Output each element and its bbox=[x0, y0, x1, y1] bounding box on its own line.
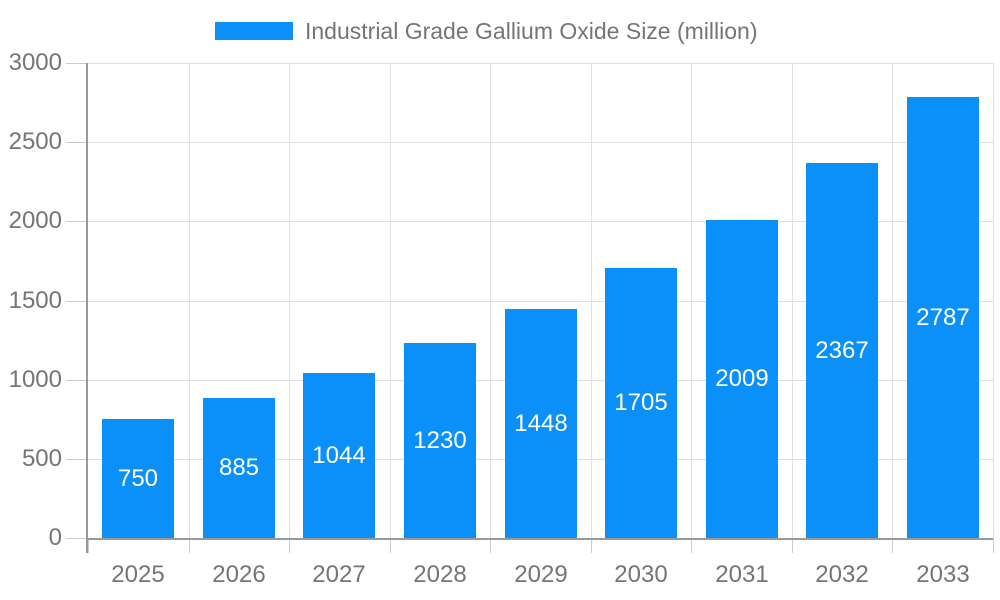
x-tick bbox=[792, 538, 793, 553]
legend: Industrial Grade Gallium Oxide Size (mil… bbox=[0, 0, 1000, 56]
y-tick-label: 1000 bbox=[8, 366, 62, 393]
v-gridline bbox=[189, 63, 190, 538]
bar-value-label: 1705 bbox=[614, 389, 668, 416]
x-tick bbox=[390, 538, 391, 553]
x-tick-label: 2031 bbox=[715, 561, 769, 588]
y-tick-label: 500 bbox=[21, 445, 62, 472]
bar-value-label: 2009 bbox=[715, 365, 769, 392]
y-tick bbox=[66, 142, 88, 143]
x-tick-label: 2033 bbox=[916, 561, 970, 588]
x-tick-label: 2026 bbox=[212, 561, 266, 588]
legend-label[interactable]: Industrial Grade Gallium Oxide Size (mil… bbox=[305, 18, 758, 44]
v-gridline bbox=[289, 63, 290, 538]
y-tick bbox=[66, 221, 88, 222]
x-tick bbox=[892, 538, 893, 553]
v-gridline bbox=[490, 63, 491, 538]
v-gridline bbox=[792, 63, 793, 538]
y-tick-label: 2500 bbox=[8, 128, 62, 155]
x-tick-label: 2027 bbox=[312, 561, 366, 588]
y-tick bbox=[66, 301, 88, 302]
bar[interactable]: 2009 bbox=[706, 220, 778, 538]
bar[interactable]: 2367 bbox=[806, 163, 878, 538]
h-gridline bbox=[88, 63, 993, 64]
y-tick bbox=[66, 380, 88, 381]
h-gridline bbox=[88, 301, 993, 302]
y-tick-label: 3000 bbox=[8, 49, 62, 76]
x-tick-label: 2028 bbox=[413, 561, 467, 588]
v-gridline bbox=[390, 63, 391, 538]
x-tick bbox=[88, 538, 89, 553]
y-tick bbox=[66, 459, 88, 460]
x-tick bbox=[189, 538, 190, 553]
bar[interactable]: 2787 bbox=[907, 97, 979, 538]
x-tick-label: 2030 bbox=[614, 561, 668, 588]
h-gridline bbox=[88, 142, 993, 143]
y-tick-label: 0 bbox=[48, 524, 62, 551]
y-tick bbox=[66, 538, 88, 539]
x-tick bbox=[691, 538, 692, 553]
bar[interactable]: 1448 bbox=[505, 309, 577, 538]
bar-value-label: 750 bbox=[117, 464, 159, 492]
v-gridline bbox=[892, 63, 893, 538]
y-tick-label: 2000 bbox=[8, 207, 62, 234]
bar-value-label: 885 bbox=[218, 454, 260, 481]
y-axis-line bbox=[86, 63, 88, 553]
y-tick-label: 1500 bbox=[8, 287, 62, 314]
legend-swatch[interactable] bbox=[215, 22, 293, 40]
bar-value-label: 2787 bbox=[916, 303, 970, 331]
x-tick-label: 2025 bbox=[111, 561, 165, 588]
bar[interactable]: 1705 bbox=[605, 268, 677, 538]
bar[interactable]: 1044 bbox=[303, 373, 375, 538]
x-tick bbox=[289, 538, 290, 553]
h-gridline bbox=[88, 221, 993, 222]
x-tick bbox=[993, 538, 994, 553]
y-tick bbox=[66, 63, 88, 64]
bar[interactable]: 1230 bbox=[404, 343, 476, 538]
x-tick-label: 2029 bbox=[514, 561, 568, 588]
x-tick bbox=[591, 538, 592, 553]
bar-value-label: 1230 bbox=[413, 426, 467, 454]
x-tick-label: 2032 bbox=[815, 561, 869, 588]
x-axis-line bbox=[88, 538, 993, 540]
bar[interactable]: 885 bbox=[203, 398, 275, 538]
v-gridline bbox=[993, 63, 994, 538]
bar-value-label: 2367 bbox=[815, 336, 869, 364]
x-tick bbox=[490, 538, 491, 553]
bar[interactable]: 750 bbox=[102, 419, 174, 538]
bar-value-label: 1044 bbox=[312, 441, 366, 469]
v-gridline bbox=[691, 63, 692, 538]
v-gridline bbox=[591, 63, 592, 538]
bar-value-label: 1448 bbox=[514, 409, 568, 437]
